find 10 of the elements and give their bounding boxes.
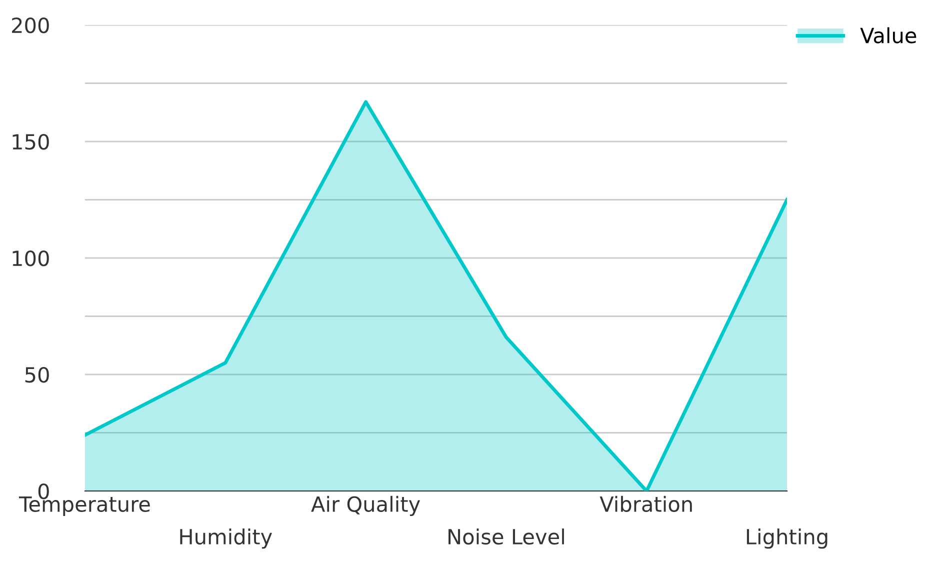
x-tick-label: Air Quality: [311, 496, 420, 516]
y-tick-label: 200: [12, 17, 49, 34]
y-tick-label: 100: [12, 250, 49, 266]
y-tick-label: 150: [12, 134, 49, 150]
y-tick-label: 50: [25, 366, 49, 383]
x-tick-label: Humidity: [180, 528, 272, 549]
x-tick-label: Lighting: [746, 528, 828, 549]
legend-label: Value: [860, 27, 916, 44]
x-tick-label: Vibration: [600, 496, 692, 512]
x-tick-label: Noise Level: [448, 528, 564, 545]
